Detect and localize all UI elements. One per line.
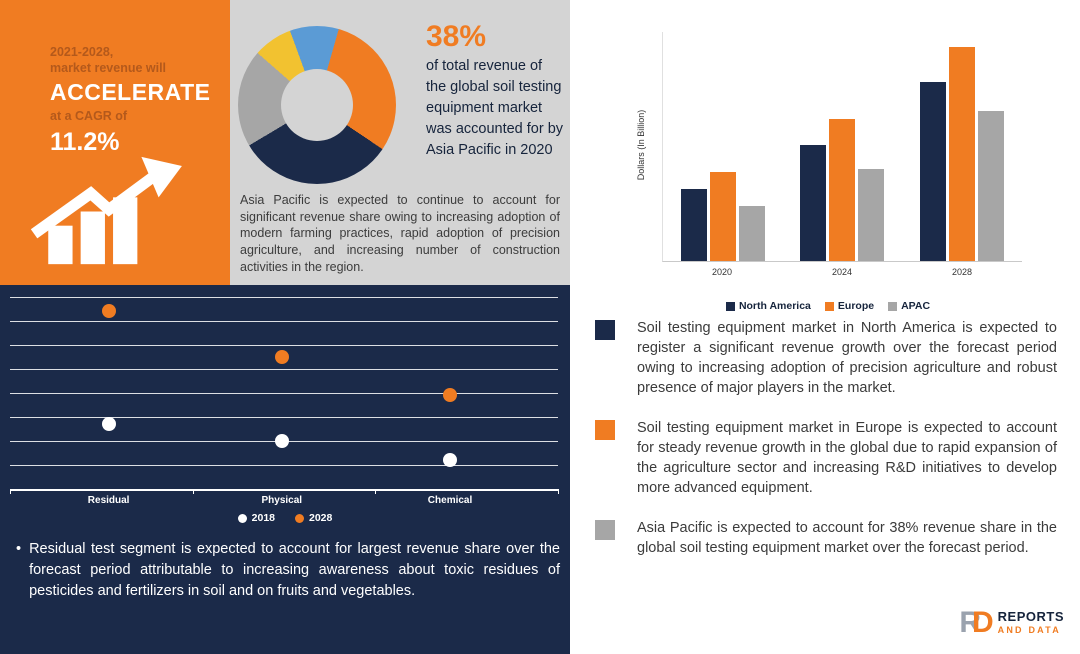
asia-body-text: Asia Pacific is expected to continue to … <box>240 193 560 274</box>
promo-cagr-value: 11.2% <box>50 127 120 156</box>
dot-2018-chemical <box>443 453 458 468</box>
asia-pacific-swatch <box>595 520 615 540</box>
bar-apac <box>738 206 765 261</box>
logo-letter-r: R <box>959 606 981 639</box>
dot-gridline <box>10 297 558 298</box>
bar-category-label: 2028 <box>951 267 973 277</box>
dot-2018-physical <box>274 434 289 448</box>
promo-cagr-label: at a CAGR of <box>50 109 128 124</box>
dot-gridline <box>10 345 558 346</box>
segment-dot-plot-panel: Residual Physical Chemical 2018 2028 • Resi… <box>0 285 570 654</box>
insight-asia-pacific-text: Asia Pacific is expected to account for … <box>637 520 1057 556</box>
logo-letter-d: D <box>971 606 994 639</box>
cagr-promo-text: 2021-2028, market revenue will ACCELERAT… <box>0 0 230 158</box>
dot-2028-chemical <box>443 388 458 403</box>
dot-gridline <box>10 465 558 466</box>
dot-gridline <box>10 321 558 322</box>
insight-north-america: Soil testing equipment market in North A… <box>595 318 1057 398</box>
dot-gridline <box>10 369 558 370</box>
bar-categories: 2020 2024 2028 <box>662 267 1022 277</box>
dot-gridline <box>10 417 558 418</box>
dot-category-label: Physical <box>261 495 303 506</box>
bar-legend-item: North America <box>725 300 811 312</box>
legend-swatch-icon <box>725 301 735 311</box>
insight-europe-text: Soil testing equipment market in Europe … <box>637 420 1057 496</box>
bar-plot <box>662 32 1022 262</box>
bar-category-label: 2020 <box>711 267 733 277</box>
bar-europe <box>709 171 736 261</box>
donut-chart <box>238 26 396 184</box>
insight-asia-pacific: Asia Pacific is expected to account for … <box>595 518 1057 558</box>
legend-dot-icon <box>237 513 247 523</box>
growth-chart-icon <box>30 156 182 265</box>
logo-and-data-label: AND DATA <box>997 625 1061 636</box>
regional-panel: Dollars (In Billion) 2020 2024 2028 North … <box>570 0 1080 654</box>
dot-2018-residual <box>101 417 116 432</box>
dot-2028-physical <box>274 350 289 364</box>
promo-revenue-line: market revenue will <box>50 61 167 76</box>
dot-legend-item: 2018 <box>237 512 275 524</box>
dot-category-label: Chemical <box>427 495 473 506</box>
legend-dot-icon <box>295 513 304 523</box>
north-america-swatch <box>595 320 615 340</box>
bar-north-america <box>680 189 707 261</box>
residual-bullet-text: Residual test segment is expected to acc… <box>29 541 560 600</box>
cagr-promo-panel: 2021-2028, market revenue will ACCELERAT… <box>0 0 230 285</box>
bar-legend-item: Europe <box>824 300 875 312</box>
legend-label: Europe <box>837 300 875 312</box>
dot-2028-residual <box>101 304 116 319</box>
bar-north-america <box>920 82 947 261</box>
dot-axis-tick <box>192 489 194 494</box>
bar-apac <box>978 110 1005 261</box>
dot-plot-area <box>10 297 559 494</box>
promo-accelerate: ACCELERATE <box>50 78 211 105</box>
insight-north-america-text: Soil testing equipment market in North A… <box>637 320 1057 396</box>
dot-categories: Residual Physical Chemical <box>10 495 558 507</box>
bullet-glyph: • <box>16 541 22 557</box>
legend-swatch-icon <box>888 301 898 311</box>
dot-axis-line <box>10 489 558 491</box>
bar-europe <box>949 47 976 261</box>
bar-group <box>680 32 765 261</box>
dot-axis-tick <box>558 489 559 494</box>
asia-stat-text: of total revenue of the global soil test… <box>426 58 564 159</box>
legend-swatch-icon <box>824 301 834 311</box>
legend-label: APAC <box>901 300 931 312</box>
dot-axis-tick <box>10 489 11 494</box>
asia-stat-value: 38% <box>426 20 487 53</box>
legend-label: North America <box>738 300 811 312</box>
europe-swatch <box>595 420 615 440</box>
residual-bullet: • Residual test segment is expected to a… <box>16 539 560 602</box>
logo-reports-label: REPORTS <box>997 609 1064 625</box>
insight-europe: Soil testing equipment market in Europe … <box>595 418 1057 498</box>
legend-label: 2028 <box>309 512 333 524</box>
insights-list: Soil testing equipment market in North A… <box>595 318 1057 578</box>
promo-years: 2021-2028, <box>50 45 114 59</box>
regional-bar-chart: Dollars (In Billion) 2020 2024 2028 North … <box>628 32 1028 322</box>
bar-group <box>920 32 1005 261</box>
bar-legend-item: APAC <box>888 300 930 312</box>
bar-legend: North America Europe APAC <box>628 300 1028 312</box>
legend-label: 2018 <box>251 512 275 524</box>
logo-mark: R D <box>959 606 993 640</box>
bar-chart-ylabel: Dollars (In Billion) <box>636 109 646 181</box>
dot-gridline <box>10 393 558 394</box>
bar-north-america <box>800 145 827 261</box>
logo-text: REPORTS AND DATA <box>997 609 1064 636</box>
dot-axis-tick <box>375 489 377 494</box>
dot-legend-item: 2028 <box>295 512 332 524</box>
bar-group <box>800 32 885 261</box>
asia-pacific-panel: 38% of total revenue of the global soil … <box>230 0 570 285</box>
dot-legend: 2018 2028 <box>0 512 570 524</box>
dot-category-label: Residual <box>87 495 130 506</box>
bar-apac <box>858 169 885 261</box>
reports-and-data-logo: R D REPORTS AND DATA <box>959 606 1064 640</box>
donut-hole <box>281 69 353 141</box>
bar-category-label: 2024 <box>831 267 853 277</box>
bar-europe <box>829 119 856 261</box>
